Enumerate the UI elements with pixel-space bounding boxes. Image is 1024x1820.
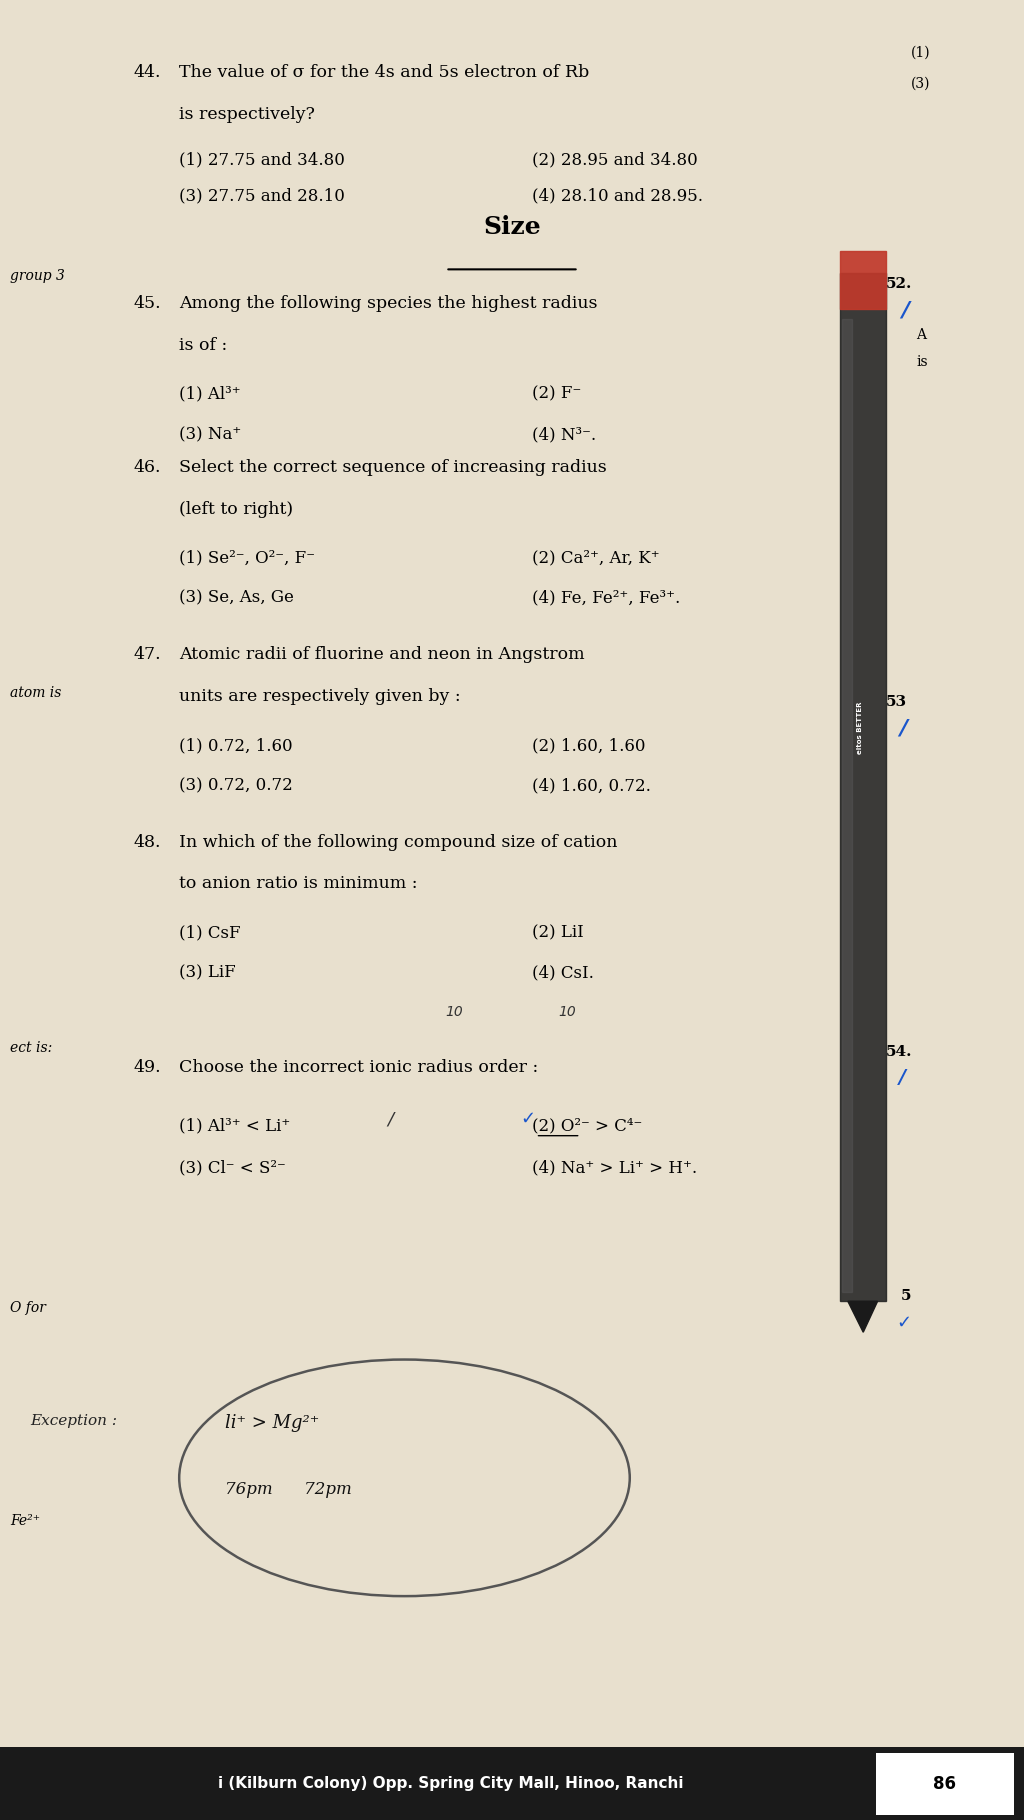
Text: Among the following species the highest radius: Among the following species the highest …: [179, 295, 598, 311]
Text: Size: Size: [483, 215, 541, 238]
Text: (2) 1.60, 1.60: (2) 1.60, 1.60: [532, 737, 646, 753]
Text: (3) Na⁺: (3) Na⁺: [179, 426, 242, 442]
Text: (3): (3): [911, 76, 931, 91]
Text: A: A: [916, 328, 927, 342]
Text: to anion ratio is minimum :: to anion ratio is minimum :: [179, 875, 418, 892]
Polygon shape: [840, 251, 886, 309]
Text: (3) LiF: (3) LiF: [179, 965, 236, 981]
Text: 86: 86: [933, 1774, 955, 1793]
Text: (3) Se, As, Ge: (3) Se, As, Ge: [179, 590, 294, 606]
Text: (3) Cl⁻ < S²⁻: (3) Cl⁻ < S²⁻: [179, 1159, 286, 1176]
Text: (4) 28.10 and 28.95.: (4) 28.10 and 28.95.: [532, 187, 703, 204]
Text: 47.: 47.: [133, 646, 161, 662]
Text: (2) O²⁻ > C⁴⁻: (2) O²⁻ > C⁴⁻: [532, 1117, 643, 1134]
Text: group 3: group 3: [10, 269, 66, 284]
Text: (1) Al³⁺: (1) Al³⁺: [179, 386, 241, 402]
Text: (2) LiI: (2) LiI: [532, 925, 585, 941]
Text: In which of the following compound size of cation: In which of the following compound size …: [179, 834, 617, 850]
Text: is: is: [916, 355, 928, 369]
Text: i (Kilburn Colony) Opp. Spring City Mall, Hinoo, Ranchi: i (Kilburn Colony) Opp. Spring City Mall…: [218, 1776, 683, 1791]
Text: (4) 1.60, 0.72.: (4) 1.60, 0.72.: [532, 777, 651, 794]
Text: 44.: 44.: [133, 64, 161, 80]
Text: Atomic radii of fluorine and neon in Angstrom: Atomic radii of fluorine and neon in Ang…: [179, 646, 585, 662]
Text: atom is: atom is: [10, 686, 61, 701]
Text: is of :: is of :: [179, 337, 227, 353]
Text: Exception :: Exception :: [31, 1414, 118, 1429]
Text: eltos BETTER: eltos BETTER: [857, 703, 863, 753]
Text: 48.: 48.: [133, 834, 161, 850]
Text: 46.: 46.: [133, 459, 161, 475]
Text: (1) 27.75 and 34.80: (1) 27.75 and 34.80: [179, 151, 345, 167]
Text: 10: 10: [445, 1005, 463, 1019]
Text: (2) 28.95 and 34.80: (2) 28.95 and 34.80: [532, 151, 698, 167]
Polygon shape: [848, 1301, 878, 1332]
Polygon shape: [842, 318, 852, 1292]
FancyBboxPatch shape: [0, 1747, 1024, 1820]
Text: (1) Se²⁻, O²⁻, F⁻: (1) Se²⁻, O²⁻, F⁻: [179, 550, 315, 566]
Text: 49.: 49.: [133, 1059, 161, 1076]
Text: is respectively?: is respectively?: [179, 106, 315, 122]
Text: (4) Fe, Fe²⁺, Fe³⁺.: (4) Fe, Fe²⁺, Fe³⁺.: [532, 590, 681, 606]
Text: (4) CsI.: (4) CsI.: [532, 965, 594, 981]
Text: (left to right): (left to right): [179, 501, 293, 517]
Text: (1): (1): [911, 46, 931, 60]
Text: (4) Na⁺ > Li⁺ > H⁺.: (4) Na⁺ > Li⁺ > H⁺.: [532, 1159, 697, 1176]
Text: 76pm      72pm: 76pm 72pm: [225, 1481, 352, 1498]
Text: 45.: 45.: [133, 295, 161, 311]
Text: 53: 53: [886, 695, 907, 710]
Text: Select the correct sequence of increasing radius: Select the correct sequence of increasin…: [179, 459, 607, 475]
Text: /: /: [899, 719, 907, 739]
FancyBboxPatch shape: [876, 1753, 1014, 1815]
Text: ✓: ✓: [896, 1314, 911, 1332]
Text: /: /: [899, 1068, 906, 1087]
Text: /: /: [387, 1110, 393, 1128]
Text: (1) Al³⁺ < Li⁺: (1) Al³⁺ < Li⁺: [179, 1117, 291, 1134]
Text: /: /: [901, 300, 909, 320]
Text: 10: 10: [558, 1005, 575, 1019]
Text: The value of σ for the 4s and 5s electron of Rb: The value of σ for the 4s and 5s electro…: [179, 64, 590, 80]
Polygon shape: [840, 273, 886, 1301]
Text: ✓: ✓: [520, 1110, 536, 1128]
Text: 52.: 52.: [886, 277, 912, 291]
Text: (2) Ca²⁺, Ar, K⁺: (2) Ca²⁺, Ar, K⁺: [532, 550, 660, 566]
Text: (3) 0.72, 0.72: (3) 0.72, 0.72: [179, 777, 293, 794]
Text: (4) N³⁻.: (4) N³⁻.: [532, 426, 597, 442]
Text: Fe²⁺: Fe²⁺: [10, 1514, 40, 1529]
Text: (3) 27.75 and 28.10: (3) 27.75 and 28.10: [179, 187, 345, 204]
Text: 5: 5: [901, 1289, 911, 1303]
Text: ect is:: ect is:: [10, 1041, 52, 1056]
Text: units are respectively given by :: units are respectively given by :: [179, 688, 461, 704]
Text: (2) F⁻: (2) F⁻: [532, 386, 582, 402]
Text: (1) CsF: (1) CsF: [179, 925, 241, 941]
Text: (1) 0.72, 1.60: (1) 0.72, 1.60: [179, 737, 293, 753]
Text: 54.: 54.: [886, 1045, 912, 1059]
Text: O for: O for: [10, 1301, 46, 1316]
Text: Choose the incorrect ionic radius order :: Choose the incorrect ionic radius order …: [179, 1059, 539, 1076]
Text: li⁺ > Mg²⁺: li⁺ > Mg²⁺: [225, 1414, 319, 1432]
